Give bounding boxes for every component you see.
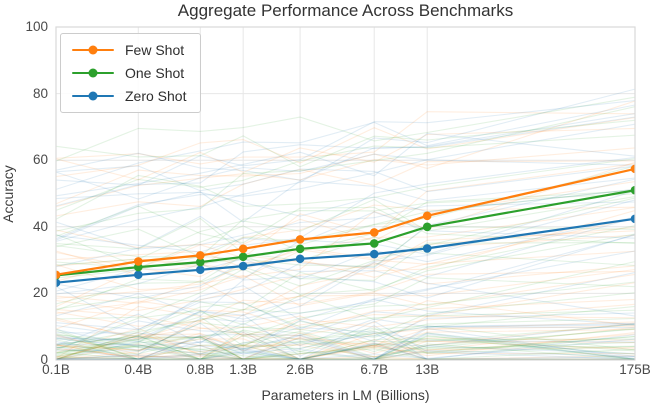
data-point (238, 244, 248, 254)
x-tick-label: 6.7B (360, 362, 389, 377)
x-tick-label: 175B (619, 362, 651, 377)
x-tick-label: 0.8B (186, 362, 215, 377)
x-tick-label: 0.4B (124, 362, 153, 377)
data-point (195, 257, 205, 267)
data-point (195, 265, 205, 275)
data-point (56, 270, 61, 280)
y-tick-label: 20 (32, 285, 48, 301)
y-tick-label: 60 (32, 152, 48, 168)
chart-title: Aggregate Performance Across Benchmarks (177, 1, 514, 20)
data-point (238, 252, 248, 262)
series-zero-shot (56, 214, 635, 288)
series-lines (56, 164, 635, 288)
x-tick-label: 13B (415, 362, 440, 377)
y-tick-label: 80 (32, 85, 48, 101)
series-one-shot (56, 185, 635, 280)
legend-line-sample (72, 45, 114, 55)
x-tick-label: 1.3B (229, 362, 258, 377)
data-point (238, 261, 248, 271)
legend-label: Zero Shot (125, 88, 187, 104)
y-tick-label: 100 (25, 19, 48, 34)
x-tick-label: 0.1B (42, 362, 70, 377)
data-point (56, 278, 61, 288)
y-tick-label: 0 (40, 352, 48, 367)
x-tick-label: 2.6B (286, 362, 314, 377)
legend-entry: Zero Shot (72, 88, 186, 104)
data-point (295, 235, 305, 244)
background-benchmark-lines (56, 88, 635, 360)
legend-marker-icon (88, 68, 98, 78)
data-point (195, 251, 205, 260)
data-point (369, 249, 379, 259)
legend-label: Few Shot (125, 42, 185, 58)
data-point (369, 239, 379, 248)
legend: Few Shot One Shot Zero Shot (60, 33, 202, 113)
data-point (422, 244, 432, 253)
series-few-shot (56, 164, 635, 280)
data-point (630, 185, 635, 195)
data-point (630, 164, 635, 174)
data-point (295, 254, 305, 264)
legend-label: One Shot (125, 65, 185, 81)
data-point (422, 222, 432, 232)
data-point (369, 228, 379, 237)
legend-line-sample (72, 68, 114, 78)
legend-entry: Few Shot (72, 42, 186, 58)
data-point (630, 214, 635, 224)
legend-line-sample (72, 91, 114, 101)
data-point (422, 211, 432, 221)
legend-marker-icon (88, 91, 98, 101)
x-axis-label: Parameters in LM (Billions) (261, 387, 430, 403)
legend-marker-icon (88, 45, 98, 55)
legend-entry: One Shot (72, 65, 186, 81)
data-point (133, 257, 143, 266)
y-tick-label: 40 (32, 218, 48, 234)
data-point (295, 244, 305, 254)
plot-border (55, 26, 636, 361)
data-point (133, 270, 143, 280)
